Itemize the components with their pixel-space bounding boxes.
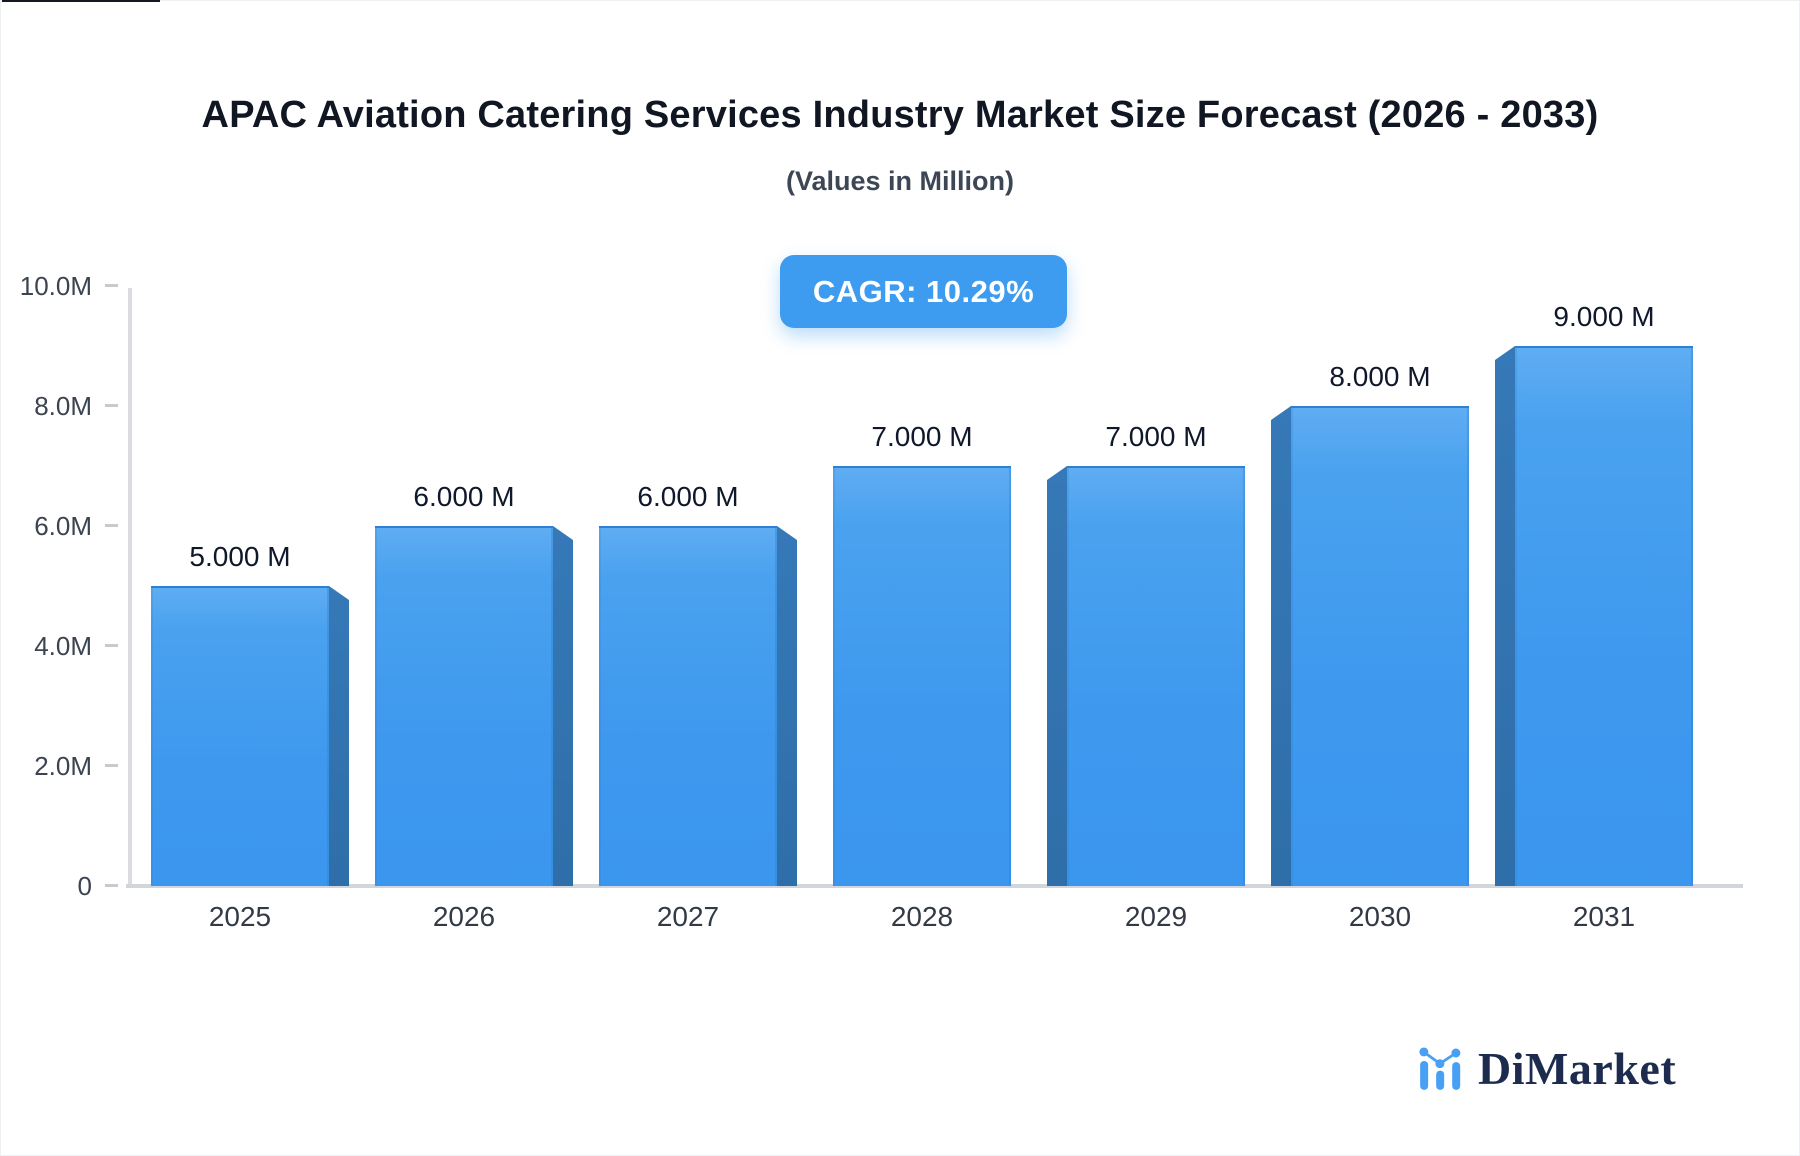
bar-2030-side-face [1271,406,1291,886]
y-tick-label: 2.0M [34,751,92,781]
y-tick-label: 4.0M [34,631,92,661]
bar-2031-side-face [1495,346,1515,886]
cagr-badge: CAGR: 10.29% [780,255,1067,328]
x-axis-label-2027: 2027 [656,901,720,932]
bar-2025-side-face [329,586,349,886]
bar-2029-side-face [1047,466,1067,886]
bar-value-label: 6.000 M [637,481,739,512]
y-tick-mark [105,524,118,527]
bar-2027[interactable] [599,526,777,886]
brand-name: DiMarket [1478,1043,1677,1094]
x-axis-label-2025: 2025 [208,901,272,932]
bar-value-label: 6.000 M [413,481,515,512]
bar-value-label: 9.000 M [1553,301,1655,332]
bar-value-label: 7.000 M [871,421,973,452]
x-axis-label-2029: 2029 [1124,901,1188,932]
y-tick-mark [105,284,118,287]
bar-value-label: 5.000 M [189,541,291,572]
y-tick-mark [105,404,118,407]
chart-subtitle: (Values in Million) [785,166,1015,196]
bar-2027-side-face [777,526,797,886]
bar-2025[interactable] [151,586,329,886]
y-tick-label: 8.0M [34,391,92,421]
x-axis-label-2030: 2030 [1348,901,1412,932]
y-tick-label: 6.0M [34,511,92,541]
dimarket-logo-icon [1419,1047,1461,1090]
bar-2028[interactable] [833,466,1011,886]
y-tick-mark [105,884,118,887]
screenshot-edge-artifact [2,0,160,2]
y-tick-mark [105,764,118,767]
y-axis-line [128,288,132,886]
y-tick-label: 10.0M [19,271,92,301]
x-axis-label-2026: 2026 [432,901,496,932]
bar-2026-side-face [553,526,573,886]
brand-watermark: DiMarket [1418,1042,1676,1095]
bar-2031[interactable] [1515,346,1693,886]
y-tick-mark [105,644,118,647]
y-tick-label: 0 [77,871,92,901]
bar-2029[interactable] [1067,466,1245,886]
chart-title: APAC Aviation Catering Services Industry… [201,94,1599,136]
bar-value-label: 8.000 M [1329,361,1431,392]
x-axis-label-2031: 2031 [1572,901,1636,932]
bar-2026[interactable] [375,526,553,886]
bar-2030[interactable] [1291,406,1469,886]
x-axis-baseline [126,884,1743,888]
bar-value-label: 7.000 M [1105,421,1207,452]
x-axis-label-2028: 2028 [890,901,954,932]
